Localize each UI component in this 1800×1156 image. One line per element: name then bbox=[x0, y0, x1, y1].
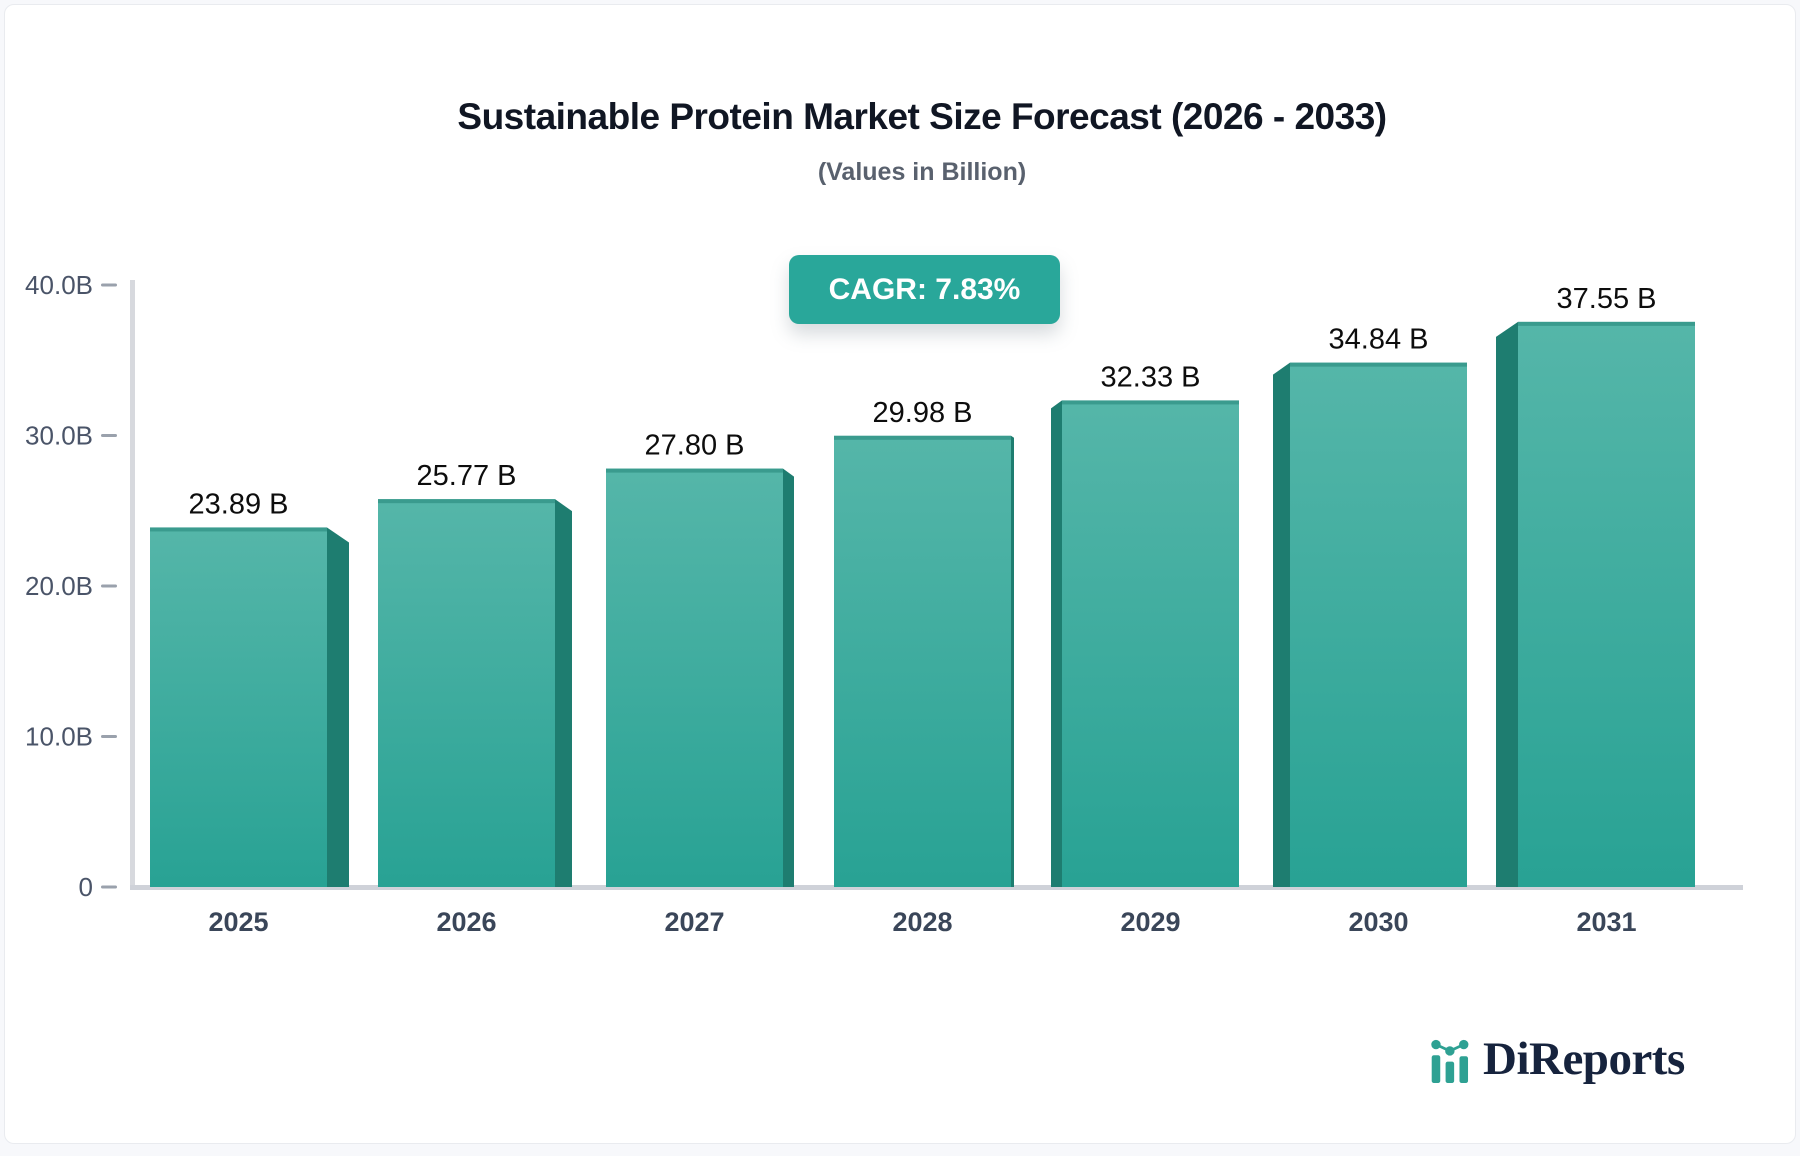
bar-value-label: 27.80 B bbox=[645, 430, 745, 462]
bar-side-2028 bbox=[1011, 435, 1014, 887]
brand-logo: DiReports bbox=[1430, 1036, 1685, 1083]
logo-bar bbox=[1459, 1056, 1469, 1083]
bar-top-edge-2026 bbox=[378, 499, 555, 504]
y-tick-mark bbox=[101, 283, 117, 287]
x-axis-label-2030: 2030 bbox=[1348, 907, 1408, 937]
bar-2027 bbox=[606, 468, 783, 887]
logo-dot bbox=[1445, 1046, 1455, 1056]
bar-2025 bbox=[150, 527, 327, 887]
bar-side-2027 bbox=[783, 468, 794, 887]
bar-side-2026 bbox=[555, 499, 572, 887]
y-tick-label: 30.0B bbox=[25, 421, 93, 451]
bar-2030 bbox=[1290, 362, 1467, 888]
brand-logo-text: DiReports bbox=[1483, 1033, 1685, 1085]
cagr-badge: CAGR: 7.83% bbox=[789, 255, 1060, 324]
bar-side-2031 bbox=[1496, 321, 1518, 887]
bar-top-edge-2029 bbox=[1062, 400, 1239, 405]
logo-dot bbox=[1431, 1039, 1441, 1050]
x-axis-label-2026: 2026 bbox=[436, 907, 496, 937]
y-tick-label: 40.0B bbox=[25, 270, 93, 300]
bar-top-edge-2025 bbox=[150, 527, 327, 532]
y-tick-mark bbox=[101, 885, 117, 889]
y-tick-label: 10.0B bbox=[25, 722, 93, 752]
bar-value-label: 29.98 B bbox=[873, 397, 973, 429]
x-axis-label-2029: 2029 bbox=[1120, 907, 1180, 937]
x-axis-label-2027: 2027 bbox=[664, 907, 724, 937]
bar-2028 bbox=[834, 435, 1011, 887]
y-axis-line bbox=[130, 280, 135, 890]
bar-2026 bbox=[378, 499, 555, 887]
bar-top-edge-2028 bbox=[834, 435, 1011, 440]
bar-value-label: 34.84 B bbox=[1329, 324, 1429, 356]
bar-2031 bbox=[1518, 321, 1695, 887]
bar-side-2029 bbox=[1051, 400, 1062, 887]
bar-value-label: 23.89 B bbox=[189, 488, 289, 520]
y-tick-label: 20.0B bbox=[25, 571, 93, 601]
y-tick-label: 0 bbox=[79, 872, 93, 902]
bar-2029 bbox=[1062, 400, 1239, 887]
logo-bar bbox=[1431, 1055, 1441, 1083]
bar-top-edge-2030 bbox=[1290, 362, 1467, 367]
cagr-badge-label: CAGR: 7.83% bbox=[828, 272, 1021, 306]
x-axis-label-2028: 2028 bbox=[892, 907, 952, 937]
bar-top-edge-2027 bbox=[606, 468, 783, 473]
x-axis-label-2025: 2025 bbox=[208, 907, 268, 937]
x-axis-baseline bbox=[130, 885, 1743, 890]
bar-side-2030 bbox=[1273, 362, 1290, 888]
y-tick-mark bbox=[101, 735, 117, 738]
chart-title: Sustainable Protein Market Size Forecast… bbox=[457, 96, 1387, 137]
bar-value-label: 25.77 B bbox=[417, 460, 517, 492]
y-tick-mark bbox=[101, 434, 117, 437]
y-tick-mark bbox=[101, 584, 117, 588]
brand-logo-icon bbox=[1431, 1039, 1469, 1083]
x-axis-label-2031: 2031 bbox=[1576, 907, 1636, 937]
chart-subtitle: (Values in Billion) bbox=[817, 158, 1027, 186]
bar-top-edge-2031 bbox=[1518, 321, 1695, 326]
bar-value-label: 32.33 B bbox=[1101, 361, 1201, 393]
logo-bar bbox=[1445, 1061, 1455, 1083]
bar-value-label: 37.55 B bbox=[1557, 283, 1657, 315]
bar-side-2025 bbox=[327, 527, 349, 887]
logo-dot bbox=[1459, 1039, 1469, 1050]
